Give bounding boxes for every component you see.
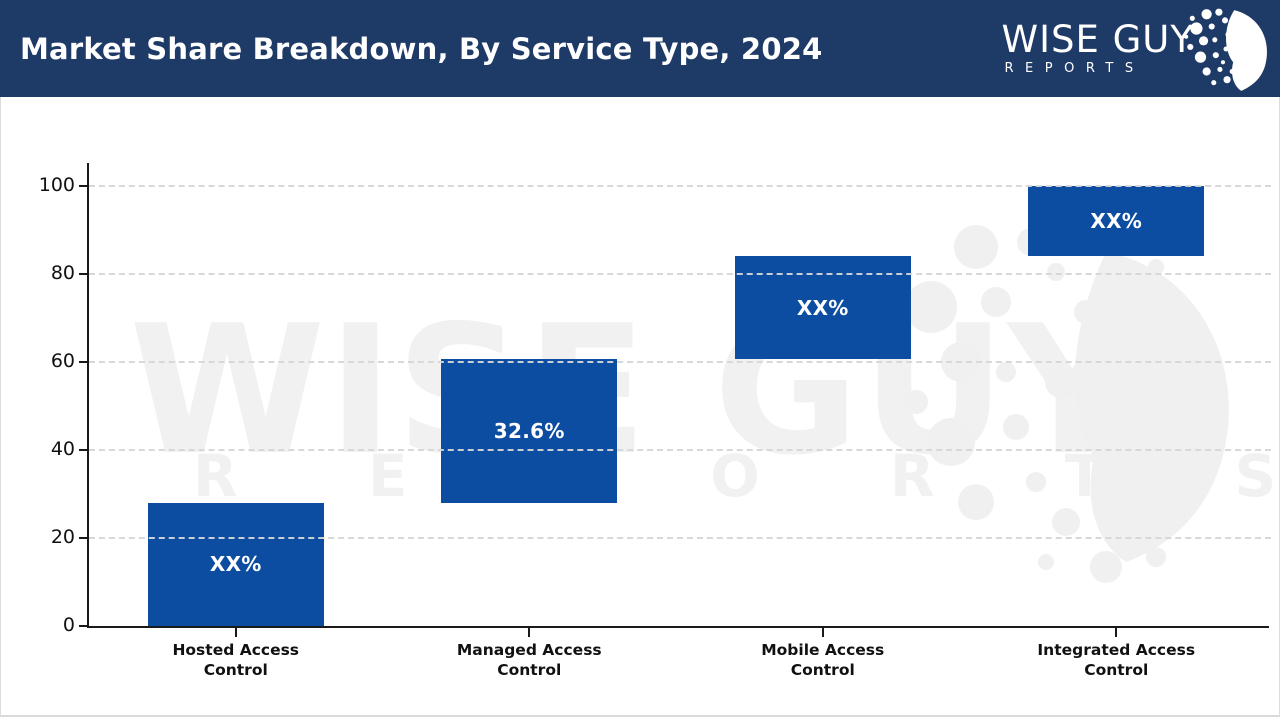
y-tick-mark-100: [79, 185, 87, 187]
y-tick-label-20: 20: [50, 526, 75, 548]
bar-value-label: XX%: [209, 552, 262, 577]
gridline-60: [89, 361, 1271, 363]
bar-mobile-access-control: XX%: [734, 256, 911, 360]
logo-subtitle: REPORTS: [1004, 61, 1145, 76]
bar-hosted-access-control: XX%: [147, 502, 324, 626]
gridline-100: [89, 185, 1271, 187]
y-tick-mark-80: [79, 273, 87, 275]
x-tick-label-integrated-access-control: Integrated Access Control: [1037, 641, 1196, 680]
gridline-40: [89, 449, 1271, 451]
y-axis-line: [87, 163, 89, 628]
x-axis-line: [87, 626, 1269, 628]
x-tick-mark-hosted-access-control: [234, 628, 237, 637]
y-tick-label-60: 60: [50, 350, 75, 372]
y-tick-mark-40: [79, 449, 87, 451]
x-tick-mark-mobile-access-control: [821, 628, 824, 637]
gridline-80: [89, 273, 1271, 275]
x-tick-label-mobile-access-control: Mobile Access Control: [761, 641, 885, 680]
y-tick-mark-20: [79, 537, 87, 539]
y-tick-mark-0: [79, 625, 87, 627]
y-tick-label-40: 40: [50, 438, 75, 460]
gridline-20: [89, 537, 1271, 539]
header-bar: Market Share Breakdown, By Service Type,…: [0, 0, 1280, 97]
logo-text: WISE GUY REPORTS: [1002, 21, 1194, 76]
x-tick-label-hosted-access-control: Hosted Access Control: [172, 641, 300, 680]
x-tick-mark-managed-access-control: [528, 628, 531, 637]
y-tick-mark-60: [79, 361, 87, 363]
y-tick-label-100: 100: [38, 174, 75, 196]
y-tick-label-0: 0: [62, 614, 75, 636]
wise-guy-face-icon: [1184, 8, 1267, 91]
bar-integrated-access-control: XX%: [1028, 186, 1205, 257]
bar-value-label: XX%: [796, 295, 849, 320]
bar-managed-access-control: 32.6%: [441, 359, 618, 503]
wise-guy-logo: WISE GUY REPORTS: [1002, 6, 1270, 92]
logo-name: WISE GUY: [1001, 18, 1194, 61]
page-title: Market Share Breakdown, By Service Type,…: [20, 31, 823, 66]
bar-value-label: XX%: [1090, 209, 1143, 234]
watermark-text: WISE GUY: [129, 287, 1139, 494]
x-tick-label-managed-access-control: Managed Access Control: [456, 641, 602, 680]
bar-value-label: 32.6%: [493, 419, 565, 444]
y-tick-label-80: 80: [50, 262, 75, 284]
x-tick-mark-integrated-access-control: [1115, 628, 1118, 637]
